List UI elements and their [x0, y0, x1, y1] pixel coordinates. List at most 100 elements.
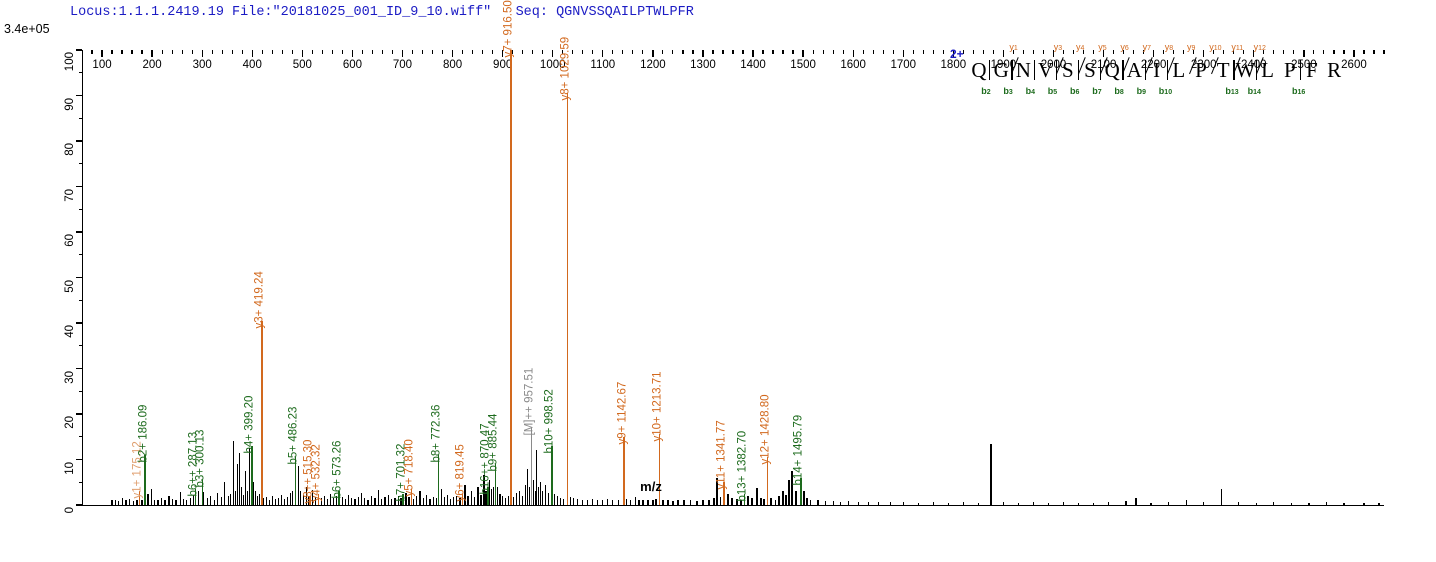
x-tick-label: 1300	[690, 59, 716, 71]
x-tick-minor	[1383, 50, 1385, 54]
peak-bar	[791, 470, 793, 505]
x-tick	[752, 50, 754, 57]
b-ion-label: b6	[1070, 86, 1080, 96]
peak-bar	[300, 491, 302, 505]
spectrum-plot-area: 0 10 20 30 40 50 60 70 80 90 100 100 200 300 400 500 60…	[64, 0, 1385, 513]
peak-bar	[540, 482, 542, 505]
peak-bar	[602, 500, 604, 505]
x-tick-minor	[782, 50, 784, 54]
y-axis-title: Relative Intensity (%)	[12, 0, 28, 50]
peak-bar	[785, 495, 787, 505]
x-tick-minor	[1143, 50, 1145, 54]
peak-bar	[1077, 502, 1080, 505]
peak-bar	[387, 495, 390, 505]
x-tick	[1102, 50, 1105, 57]
annotated-peak-bar	[551, 445, 553, 505]
peak-bar	[380, 498, 383, 505]
peak-bar	[751, 498, 753, 505]
peak-bar	[422, 497, 425, 505]
x-tick-minor	[391, 50, 394, 54]
peak-annotation-label: b2+ 186.09	[137, 404, 150, 463]
peak-bar	[291, 491, 293, 505]
peak-bar	[519, 491, 521, 505]
y-tick-label: 40	[64, 325, 76, 338]
y-ion-label: y10	[1209, 42, 1222, 52]
annotated-peak-bar	[659, 434, 661, 505]
x-tick-minor	[1062, 50, 1065, 54]
peak-bar	[425, 495, 428, 505]
sequence-residue: T	[1216, 58, 1230, 82]
peak-bar	[795, 491, 797, 505]
peak-bar	[297, 466, 299, 505]
x-tick-minor	[482, 50, 484, 54]
peak-bar	[246, 491, 248, 505]
peak-bar	[573, 498, 575, 505]
peak-bar	[760, 497, 762, 505]
y-tick-label: 70	[64, 188, 76, 202]
peak-bar	[419, 491, 421, 505]
peak-bar	[1032, 502, 1035, 505]
x-tick-label: 1600	[840, 59, 866, 71]
y-tick	[76, 49, 82, 51]
peak-bar	[630, 499, 632, 505]
peak-bar	[157, 500, 159, 505]
x-tick-label: 1100	[590, 59, 616, 71]
peak-bar	[592, 498, 594, 505]
y-tick	[76, 413, 82, 415]
x-tick-minor	[1213, 50, 1215, 54]
peak-bar	[360, 493, 363, 505]
x-tick-minor	[121, 50, 123, 54]
peak-bar	[532, 479, 534, 505]
peak-bar	[464, 484, 466, 505]
sequence-residue: G	[993, 58, 1009, 82]
peak-bar	[189, 497, 191, 505]
x-tick	[952, 50, 954, 57]
peak-bar	[857, 502, 859, 505]
x-tick-minor	[211, 50, 213, 54]
peak-bar	[1092, 502, 1095, 505]
x-tick-minor	[492, 50, 494, 54]
peak-bar	[182, 498, 184, 505]
peak-bar	[747, 495, 749, 505]
x-tick-minor	[682, 50, 684, 54]
peak-bar	[770, 497, 772, 505]
peak-bar	[756, 487, 758, 505]
x-tick	[552, 50, 554, 57]
x-tick-minor	[962, 50, 964, 54]
peak-bar	[280, 495, 282, 505]
x-tick-minor	[341, 50, 343, 54]
peak-bar	[529, 486, 531, 505]
annotated-peak-bar	[566, 93, 569, 505]
b-ion-label: b7	[1092, 86, 1102, 96]
x-tick-minor	[161, 50, 163, 54]
sequence-residue: A	[1126, 58, 1142, 82]
peak-bar	[496, 486, 499, 505]
peak-bar	[1220, 489, 1222, 505]
y-tick-minor	[78, 481, 82, 483]
x-tick-minor	[592, 50, 594, 54]
x-tick-minor	[812, 50, 814, 54]
x-tick-minor	[1012, 50, 1015, 54]
x-tick-minor	[411, 50, 414, 54]
peak-bar	[335, 495, 338, 505]
x-tick-minor	[562, 50, 564, 54]
peak-bar	[1107, 502, 1110, 505]
peak-bar	[446, 495, 449, 505]
peak-bar	[1150, 502, 1152, 505]
peak-bar	[1290, 502, 1292, 505]
peak-bar	[141, 500, 143, 505]
annotated-peak-bar	[510, 50, 512, 505]
peak-bar	[1002, 502, 1005, 505]
x-tick-minor	[522, 50, 524, 54]
peak-bar	[505, 497, 507, 505]
peak-annotation-label: y12+ 1428.80	[759, 394, 772, 465]
y-tick-label: 50	[64, 279, 76, 293]
x-tick-minor	[722, 50, 724, 54]
y-ion-label: y5	[1098, 42, 1107, 52]
sequence-residue: P	[1283, 58, 1296, 82]
peak-bar	[179, 492, 181, 505]
peak-bar	[175, 499, 177, 505]
peak-bar	[323, 495, 326, 505]
x-tick-label: 300	[192, 59, 212, 71]
peak-bar	[736, 498, 738, 505]
